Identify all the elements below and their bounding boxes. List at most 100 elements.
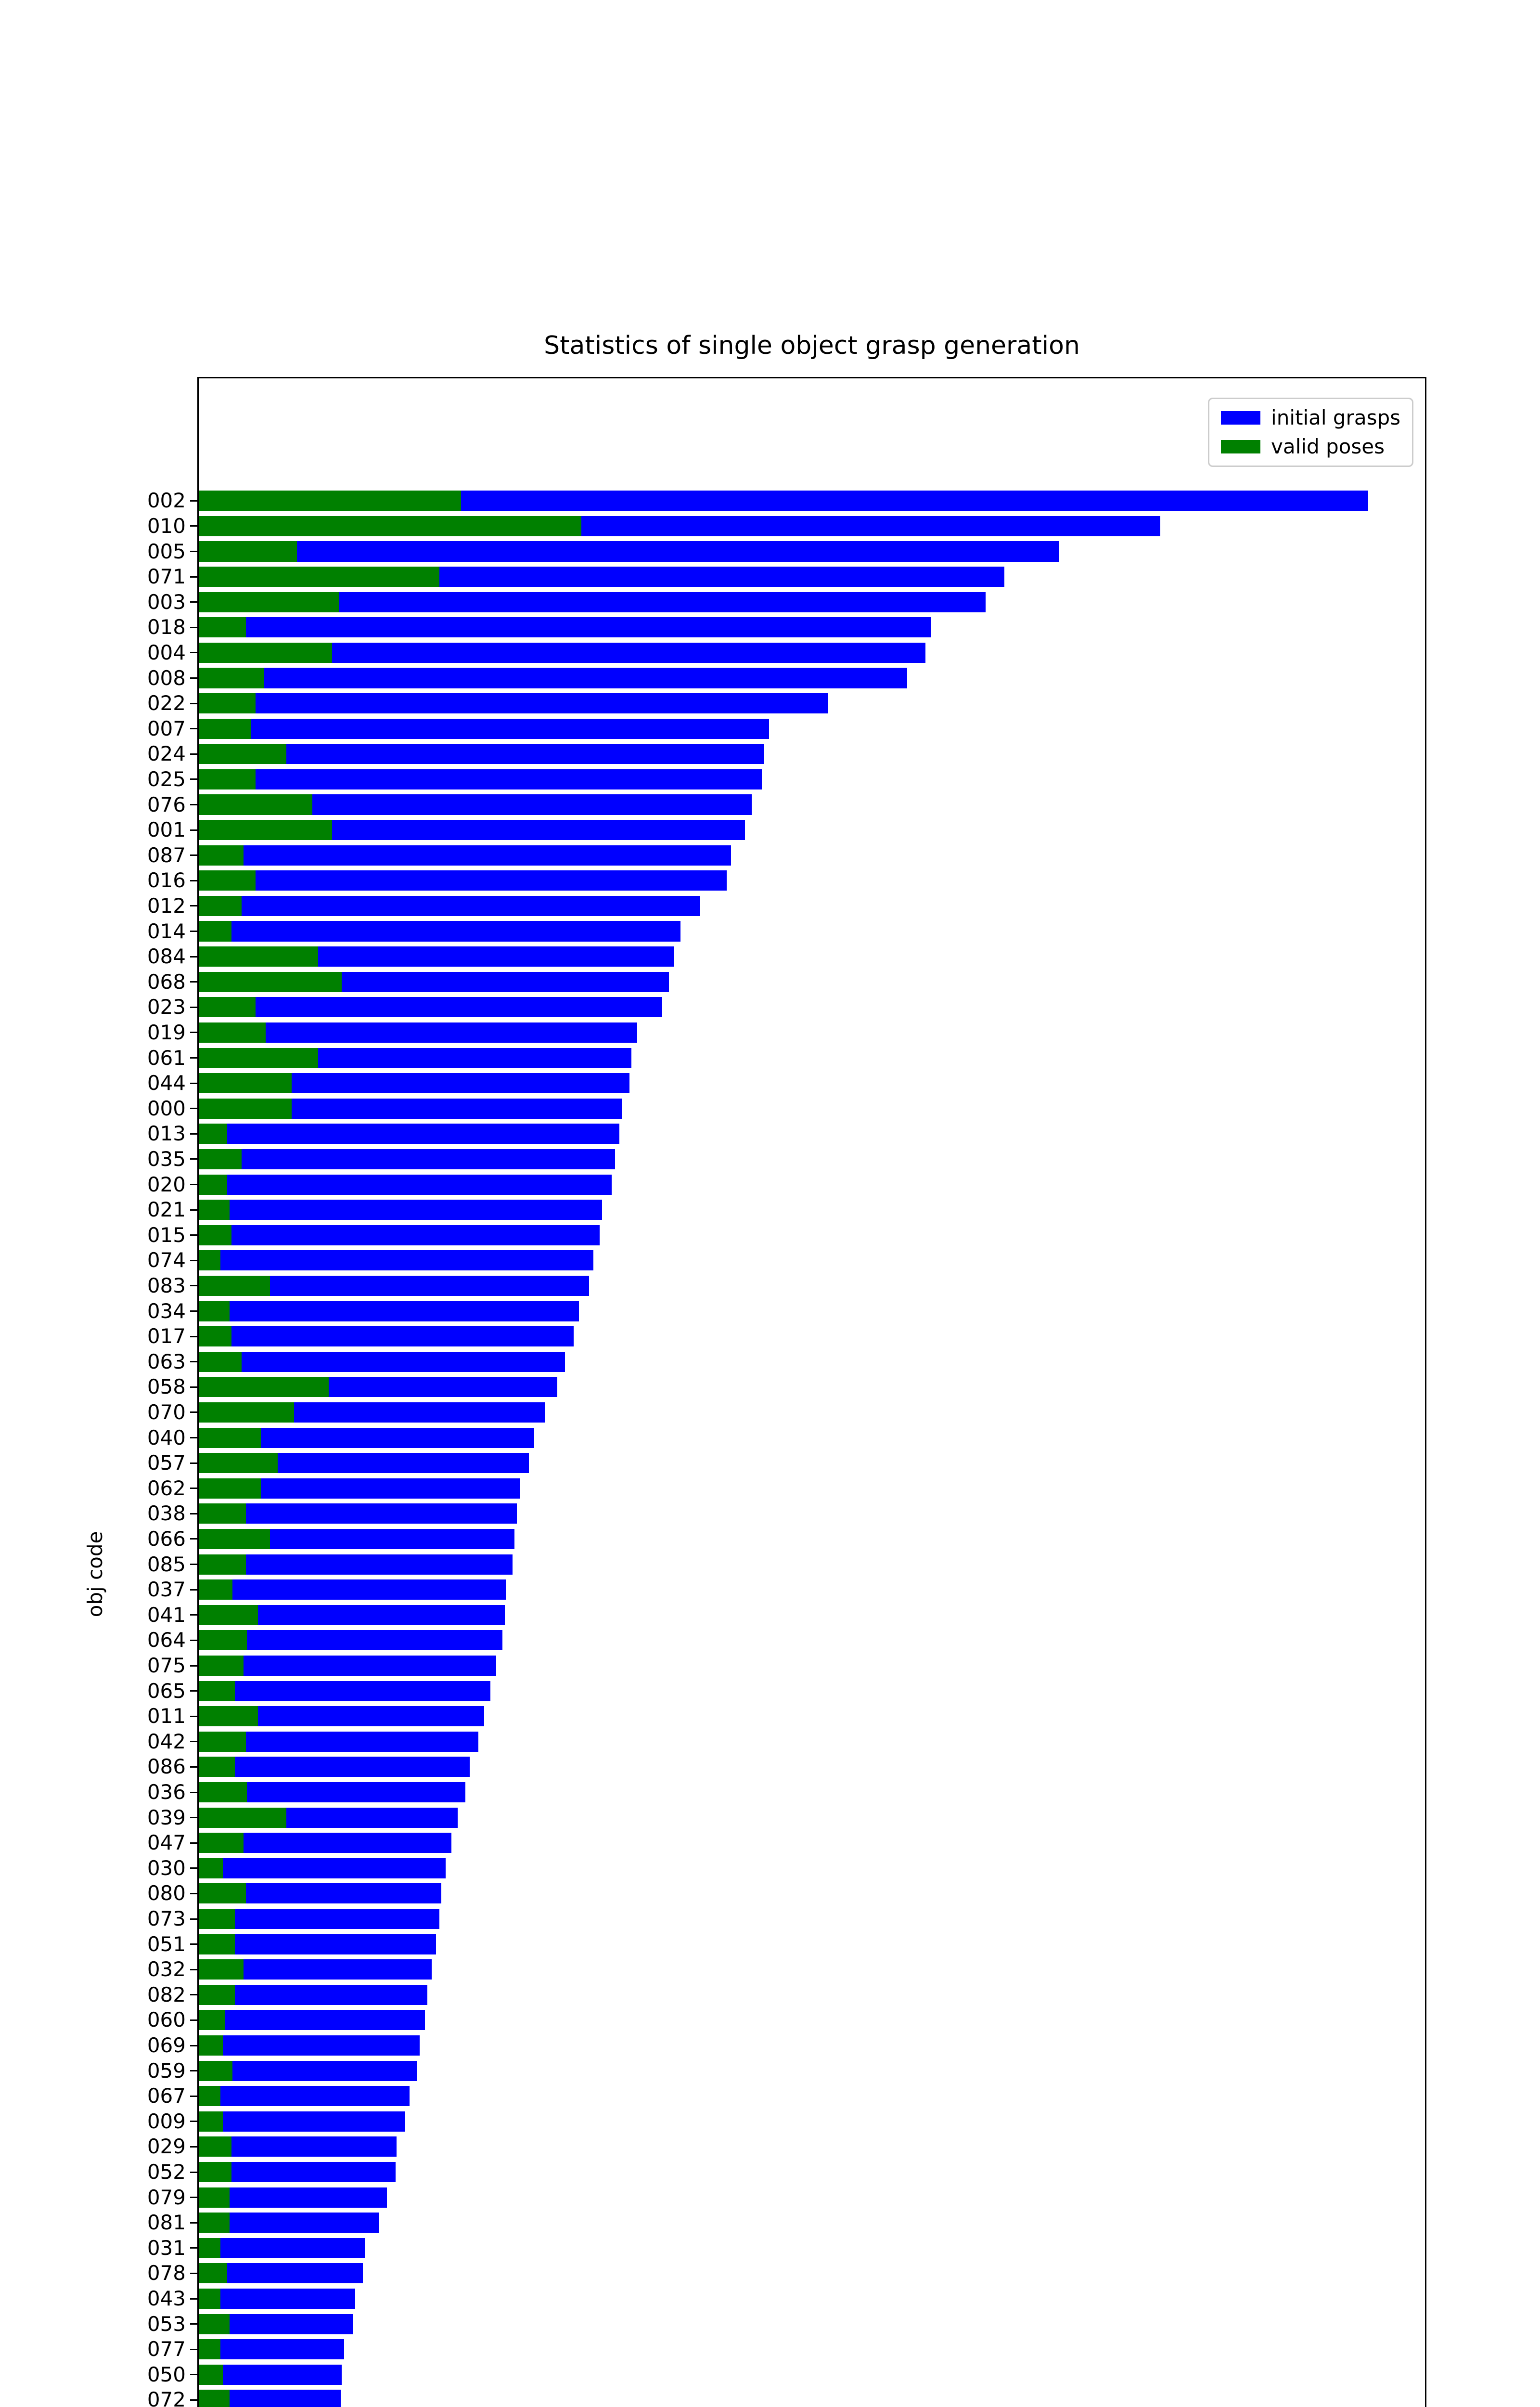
initial-grasps-bar [199,1984,427,2005]
y-tick-074: 074 [0,1248,197,1273]
y-tick-label: 005 [147,539,186,563]
y-tick-label: 010 [147,514,186,538]
legend-swatch-valid-poses [1221,440,1261,453]
y-tick-label: 071 [147,565,186,589]
plot-area: initial grasps valid poses [197,377,1426,2407]
legend: initial grasps valid poses [1208,398,1413,467]
y-tick-059: 059 [0,2058,197,2083]
y-tick-062: 062 [0,1475,197,1501]
valid-poses-bar [199,2339,221,2360]
valid-poses-bar [199,1858,223,1878]
y-tick-mark [190,626,197,628]
y-tick-label: 073 [147,1907,186,1931]
bar-row-076 [199,792,1425,817]
valid-poses-bar [199,1301,230,1321]
y-tick-013: 013 [0,1121,197,1147]
valid-poses-bar [199,1174,228,1195]
bar-row-034 [199,1298,1425,1324]
bar-row-059 [199,2058,1425,2083]
valid-poses-bar [199,2238,221,2258]
y-tick-042: 042 [0,1729,197,1755]
bar-row-020 [199,1172,1425,1197]
y-tick-080: 080 [0,1881,197,1906]
y-tick-010: 010 [0,514,197,539]
y-tick-075: 075 [0,1653,197,1679]
y-tick-mark [190,1994,197,1996]
y-tick-030: 030 [0,1856,197,1881]
y-tick-mark [190,2272,197,2274]
y-tick-014: 014 [0,919,197,944]
y-tick-label: 060 [147,2008,186,2032]
y-tick-label: 061 [147,1046,186,1070]
y-tick-mark [190,1639,197,1641]
y-tick-mark [190,931,197,932]
y-tick-label: 067 [147,2084,186,2108]
valid-poses-bar [199,971,342,992]
bar-row-083 [199,1273,1425,1299]
y-tick-label: 023 [147,995,186,1019]
y-tick-label: 075 [147,1654,186,1677]
valid-poses-bar [199,2364,223,2385]
initial-grasps-bar [199,1022,637,1043]
y-tick-003: 003 [0,589,197,615]
y-tick-mark [190,1892,197,1894]
y-tick-label: 068 [147,970,186,994]
bar-row-060 [199,2007,1425,2033]
y-tick-mark [190,753,197,755]
initial-grasps-bar [199,2289,355,2309]
y-tick-065: 065 [0,1678,197,1704]
bar-row-001 [199,817,1425,843]
initial-grasps-bar [199,769,762,789]
y-tick-mark [190,652,197,654]
bar-row-032 [199,1957,1425,1982]
valid-poses-bar [199,541,297,562]
bar-row-004 [199,640,1425,666]
y-tick-mark [190,1108,197,1110]
y-tick-mark [190,1057,197,1059]
y-tick-078: 078 [0,2261,197,2286]
valid-poses-bar [199,1655,244,1676]
y-tick-040: 040 [0,1425,197,1450]
valid-poses-bar [199,1022,266,1043]
valid-poses-bar [199,1984,235,2005]
y-tick-label: 079 [147,2185,186,2209]
y-tick-mark [190,1259,197,1261]
y-tick-061: 061 [0,1045,197,1071]
initial-grasps-bar [199,1908,439,1929]
bar-row-038 [199,1501,1425,1527]
y-tick-020: 020 [0,1172,197,1197]
valid-poses-bar [199,491,462,511]
y-tick-mark [190,1386,197,1388]
y-tick-label: 057 [147,1451,186,1475]
y-tick-086: 086 [0,1754,197,1780]
y-tick-label: 047 [147,1831,186,1855]
y-tick-label: 036 [147,1780,186,1804]
y-tick-label: 078 [147,2261,186,2285]
bar-row-024 [199,741,1425,767]
legend-label-valid-poses: valid poses [1271,435,1385,458]
valid-poses-bar [199,592,339,612]
bar-row-068 [199,969,1425,995]
bar-row-084 [199,944,1425,970]
y-tick-000: 000 [0,1096,197,1121]
y-tick-mark [190,677,197,679]
initial-grasps-bar [199,693,829,714]
y-tick-mark [190,778,197,780]
y-tick-label: 080 [147,1881,186,1905]
y-tick-015: 015 [0,1222,197,1248]
y-tick-mark [190,1943,197,1945]
valid-poses-bar [199,1605,258,1625]
bar-row-037 [199,1577,1425,1603]
valid-poses-bar [199,1098,292,1119]
y-tick-044: 044 [0,1071,197,1096]
bar-row-057 [199,1450,1425,1476]
initial-grasps-bar [199,1225,600,1245]
y-tick-050: 050 [0,2362,197,2388]
bar-row-014 [199,919,1425,944]
y-tick-066: 066 [0,1527,197,1552]
y-tick-label: 039 [147,1805,186,1829]
initial-grasps-bar [199,2010,425,2031]
bar-row-018 [199,615,1425,640]
y-tick-label: 007 [147,716,186,740]
